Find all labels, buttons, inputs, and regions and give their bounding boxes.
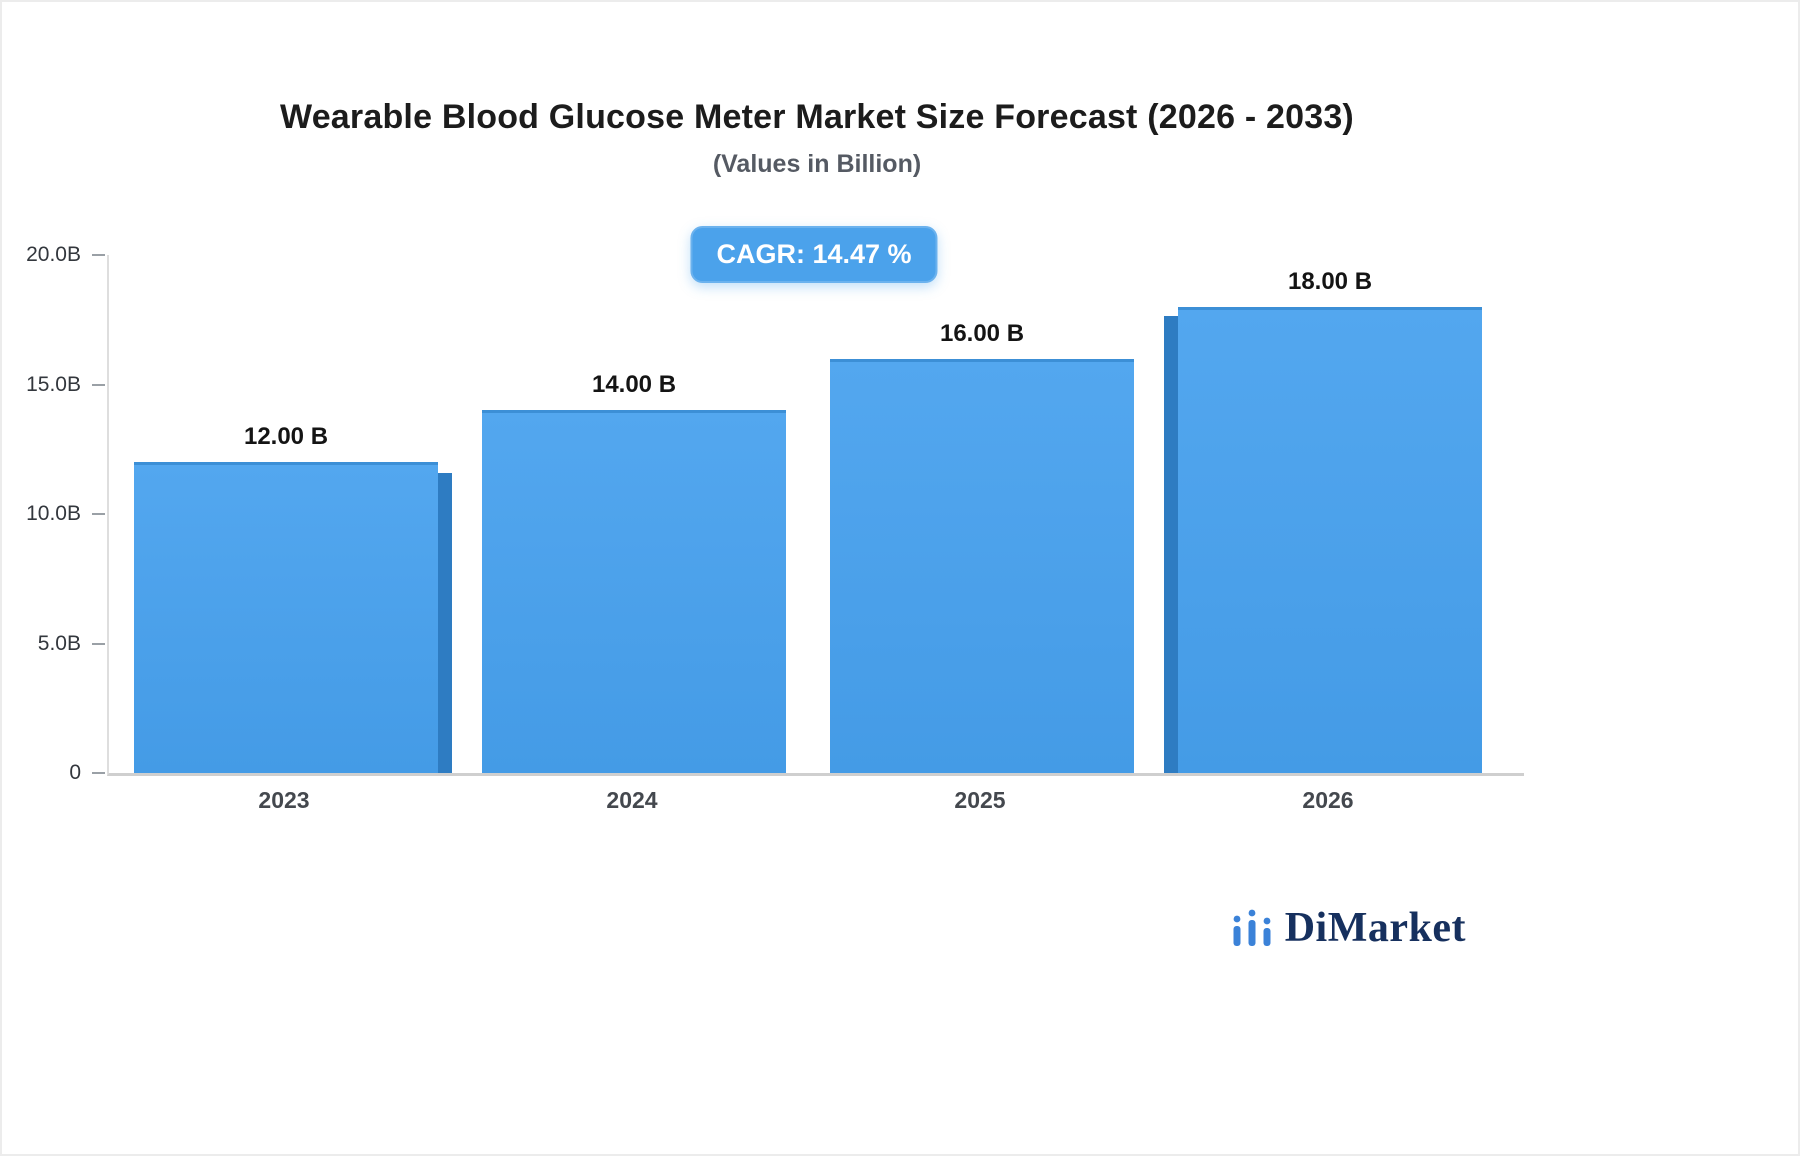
x-axis-labels: 2023 2024 2025 2026 [107,787,1522,821]
y-tick-label: 20.0B [26,243,81,266]
tick-mark [92,642,105,645]
chart-subtitle: (Values in Billion) [712,150,922,178]
x-axis-label: 2024 [606,787,658,813]
y-tick-label: 15.0B [26,372,81,396]
bar-value-label: 14.00 B [591,371,677,399]
bar-2024[interactable]: 14.00 B [482,371,786,773]
tick-mark [92,772,105,774]
y-tick-label: 10.0B [26,502,81,525]
tick-mark [92,383,105,386]
y-tick-label: 5.0B [37,631,81,655]
bar-chart-logo-icon [1233,909,1271,946]
x-axis-label: 2025 [954,787,1006,813]
brand-logo: DiMarket [1229,904,1466,952]
brand-name: DiMarket [1284,905,1466,951]
tick-mark [92,513,105,515]
bar-2023[interactable]: 12.00 B [134,423,452,773]
bar-value-label: 16.00 B [939,319,1025,347]
cagr-badge: CAGR: 14.47 % [690,226,938,283]
tick-mark [92,254,105,256]
bar-2026[interactable]: 18.00 B [1164,268,1482,774]
y-tick-label: 0 [69,761,81,784]
bar-value-label: 18.00 B [1287,267,1373,295]
bar-value-label: 12.00 B [243,423,329,451]
y-axis: 20.0B 15.0B 10.0B 5.0B 0 [2,243,107,784]
bar-2025[interactable]: 16.00 B [830,320,1134,773]
x-axis-label: 2023 [258,787,310,813]
plot-area: 12.00 B 14.00 B 16.00 B 18.00 B [107,255,1524,776]
x-axis-label: 2026 [1302,787,1354,813]
chart-title: Wearable Blood Glucose Meter Market Size… [280,98,1354,136]
